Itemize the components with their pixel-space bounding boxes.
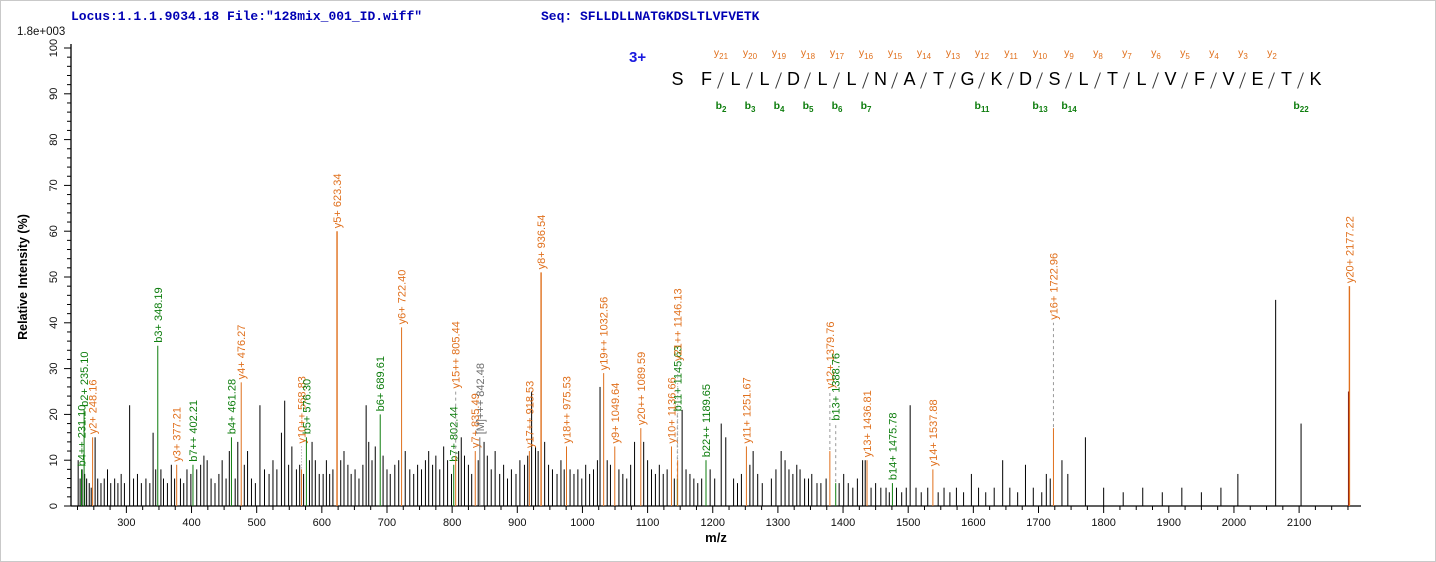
peak-label: y2+ 248.16 <box>88 380 100 435</box>
peak-label: b4++ 231.10 <box>76 405 88 467</box>
peak-label: b11+ 1145.63 <box>672 345 684 411</box>
x-tick-label: 1700 <box>1026 517 1050 529</box>
peak-label: y11+ 1251.67 <box>741 377 753 443</box>
x-tick-label: 1300 <box>766 517 790 529</box>
peak-label: y7+ 835.49 <box>470 393 482 448</box>
peak-label: y16+ 1722.96 <box>1048 253 1060 320</box>
peak-label: b7+ 802.44 <box>449 406 461 461</box>
peak-label: y12+ 1379.76 <box>825 322 837 389</box>
peak-label: b5+ 576.30 <box>301 379 313 434</box>
x-tick-label: 1400 <box>831 517 855 529</box>
x-tick-label: 500 <box>248 517 266 529</box>
x-tick-label: 400 <box>182 517 200 529</box>
peak-label: y21++ 1146.13 <box>673 288 685 361</box>
peak-label: y15++ 805.44 <box>451 321 463 388</box>
x-tick-label: 2000 <box>1222 517 1246 529</box>
x-tick-label: 1500 <box>896 517 920 529</box>
peak-label: y6+ 722.40 <box>397 270 409 325</box>
sequence-header-label: Seq: SFLLDLLNATGKDSLTLVFVETK <box>541 9 760 24</box>
y-tick-label: 90 <box>48 88 60 100</box>
peak-label: y19++ 1032.56 <box>599 297 611 370</box>
y-tick-label: 10 <box>48 454 60 466</box>
x-tick-label: 1100 <box>636 517 660 529</box>
y-tick-label: 40 <box>48 317 60 329</box>
peak-label: b2+ 235.10 <box>79 351 91 406</box>
peak-label: y3+ 377.21 <box>172 407 184 462</box>
peak-label: b13+ 1388.76 <box>831 353 843 421</box>
x-tick-label: 1200 <box>701 517 725 529</box>
peak-label: b14+ 1475.78 <box>887 412 899 480</box>
x-axis-title: m/z <box>705 530 727 545</box>
y-tick-label: 0 <box>48 503 60 509</box>
x-tick-label: 1600 <box>961 517 985 529</box>
x-tick-label: 700 <box>378 517 396 529</box>
peak-label: y4+ 476.27 <box>236 325 248 380</box>
peak-label: y5+ 623.34 <box>332 173 344 228</box>
y-tick-label: 20 <box>48 408 60 420</box>
peak-label: b4+ 461.28 <box>226 379 238 434</box>
peak-label: b3+ 348.19 <box>153 287 165 342</box>
peak-label: [M]+++ 842.48 <box>475 363 487 434</box>
y-tick-label: 80 <box>48 133 60 145</box>
x-tick-label: 2100 <box>1287 517 1311 529</box>
peak-label: b22++ 1189.65 <box>701 384 713 457</box>
x-tick-label: 1900 <box>1157 517 1181 529</box>
max-intensity-label: 1.8e+003 <box>17 26 66 38</box>
x-tick-label: 800 <box>443 517 461 529</box>
peak-label: y10+ 1136.66 <box>666 377 678 443</box>
peak-label: b7++ 402.21 <box>188 400 200 462</box>
peak-label: y10++ 568.83 <box>297 376 309 443</box>
peak-label: y20++ 1089.59 <box>636 352 648 425</box>
peak-label: y18++ 975.53 <box>561 376 573 443</box>
peak-label: b6+ 689.61 <box>375 356 387 411</box>
peak-label: y9+ 1049.64 <box>610 383 622 444</box>
y-axis-title: Relative Intensity (%) <box>16 214 30 340</box>
peak-label: y8+ 936.54 <box>536 215 548 270</box>
y-tick-label: 60 <box>48 225 60 237</box>
x-tick-label: 600 <box>313 517 331 529</box>
y-tick-label: 50 <box>48 271 60 283</box>
x-tick-label: 900 <box>508 517 526 529</box>
locus-file-label: Locus:1.1.1.9034.18 File:"128mix_001_ID.… <box>71 9 423 24</box>
x-tick-label: 300 <box>117 517 135 529</box>
y-tick-label: 100 <box>48 39 60 57</box>
x-tick-label: 1800 <box>1091 517 1115 529</box>
peak-label: y14+ 1537.88 <box>928 399 940 466</box>
x-tick-label: 1000 <box>570 517 594 529</box>
peak-label: y20+ 2177.22 <box>1344 216 1356 283</box>
y-tick-label: 70 <box>48 179 60 191</box>
y-tick-label: 30 <box>48 362 60 374</box>
peak-label: y13+ 1436.81 <box>862 390 874 457</box>
peak-label: y17++ 918.53 <box>524 381 536 448</box>
